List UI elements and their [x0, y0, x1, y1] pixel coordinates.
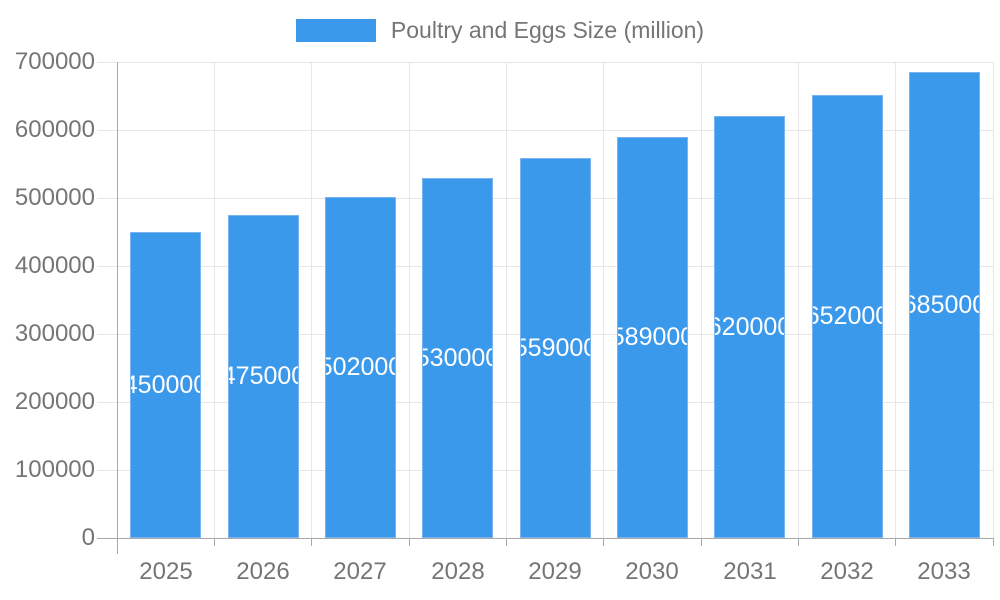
legend-swatch [295, 18, 376, 42]
x-axis-tick [895, 538, 897, 546]
bar-2027[interactable]: 502000 [325, 197, 396, 538]
bar-value-label: 502000 [326, 353, 395, 381]
x-axis-tick-label: 2029 [528, 558, 582, 585]
x-gridline [700, 62, 702, 538]
bar-value-label: 589000 [618, 323, 687, 351]
y-axis-tick-label: 600000 [14, 116, 95, 143]
bar-2030[interactable]: 589000 [617, 137, 688, 538]
bar-value-label: 530000 [423, 343, 492, 372]
y-axis-tick-label: 700000 [14, 48, 95, 75]
x-gridline [408, 62, 410, 538]
y-gridline [97, 61, 993, 63]
x-axis-tick [797, 538, 799, 546]
y-axis-tick-label: 500000 [14, 184, 95, 211]
bar-value-label: 450000 [131, 370, 200, 399]
y-axis-tick-label: 400000 [14, 252, 95, 279]
bar-value-label: 559000 [521, 333, 590, 362]
x-axis-tick [408, 538, 410, 546]
bar-2028[interactable]: 530000 [422, 178, 493, 538]
x-axis-tick [213, 538, 215, 546]
bar-2025[interactable]: 450000 [130, 232, 201, 538]
x-axis-tick-label: 2025 [139, 558, 193, 585]
x-axis-tick-label: 2033 [917, 558, 971, 585]
x-gridline [603, 62, 605, 538]
x-axis-tick-label: 2026 [236, 558, 290, 585]
bar-value-label: 685000 [910, 290, 979, 319]
x-gridline [311, 62, 313, 538]
x-axis-tick [603, 538, 605, 546]
x-axis-tick-label: 2031 [723, 558, 777, 585]
bar-2032[interactable]: 652000 [812, 95, 883, 538]
y-axis-tick-label: 100000 [14, 456, 95, 483]
x-gridline [992, 62, 994, 538]
x-axis-tick [505, 538, 507, 546]
x-axis-tick-label: 2028 [431, 558, 485, 585]
x-axis-tick-label: 2032 [820, 558, 874, 585]
legend: Poultry and Eggs Size (million) [0, 16, 1000, 44]
x-axis-tick [992, 538, 994, 546]
x-gridline [797, 62, 799, 538]
x-gridline [213, 62, 215, 538]
x-axis-tick-label: 2027 [333, 558, 387, 585]
x-axis-tick-label: 2030 [625, 558, 679, 585]
x-axis-tick [700, 538, 702, 546]
bar-value-label: 620000 [715, 312, 784, 341]
legend-label: Poultry and Eggs Size (million) [390, 17, 705, 43]
bar-2029[interactable]: 559000 [520, 158, 591, 538]
x-axis-tick [311, 538, 313, 546]
bar-value-label: 475000 [229, 362, 298, 390]
y-gridline [97, 129, 993, 131]
bar-2031[interactable]: 620000 [714, 116, 785, 538]
y-axis-line [116, 62, 118, 554]
bar-2026[interactable]: 475000 [228, 215, 299, 538]
x-gridline [895, 62, 897, 538]
y-axis-tick-label: 300000 [14, 320, 95, 347]
bar-2033[interactable]: 685000 [909, 72, 980, 538]
x-axis-line [97, 537, 993, 539]
x-gridline [505, 62, 507, 538]
y-axis-tick-label: 200000 [14, 388, 95, 415]
bar-value-label: 652000 [813, 302, 882, 330]
y-axis-tick-label: 0 [81, 524, 95, 551]
